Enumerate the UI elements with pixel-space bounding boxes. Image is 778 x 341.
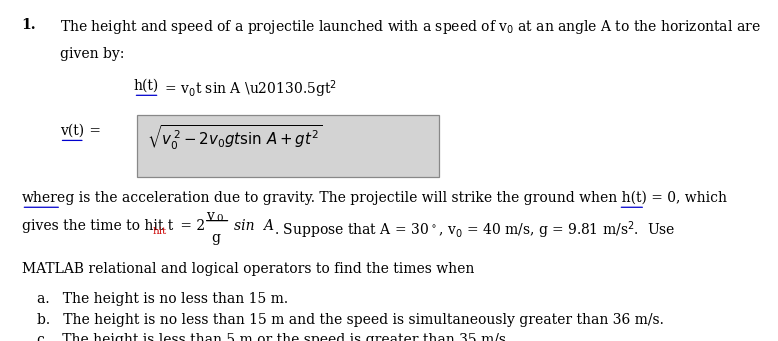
Text: g: g bbox=[212, 231, 220, 244]
Text: A: A bbox=[263, 219, 273, 233]
Text: sin: sin bbox=[234, 219, 259, 233]
Text: = 2: = 2 bbox=[177, 219, 205, 233]
Text: a.   The height is no less than 15 m.: a. The height is no less than 15 m. bbox=[37, 293, 288, 307]
Text: g is the acceleration due to gravity. The projectile will strike the ground when: g is the acceleration due to gravity. Th… bbox=[61, 191, 727, 205]
Text: $\sqrt{v_0^{\,2} - 2v_0 g t \sin\!\ A + g t^2}$: $\sqrt{v_0^{\,2} - 2v_0 g t \sin\!\ A + … bbox=[146, 124, 322, 152]
FancyBboxPatch shape bbox=[138, 115, 439, 177]
Text: v(t): v(t) bbox=[60, 124, 84, 138]
Text: . Suppose that A = 30$^\circ$, v$_0$ = 40 m/s, g = 9.81 m/s$^2$.  Use: . Suppose that A = 30$^\circ$, v$_0$ = 4… bbox=[274, 219, 675, 240]
Text: hit: hit bbox=[152, 227, 167, 236]
Text: h(t): h(t) bbox=[134, 79, 159, 93]
Text: MATLAB relational and logical operators to find the times when: MATLAB relational and logical operators … bbox=[22, 263, 474, 277]
Text: where: where bbox=[22, 191, 65, 205]
Text: v: v bbox=[206, 209, 214, 223]
Text: c.   The height is less than 5 m or the speed is greater than 35 m/s.: c. The height is less than 5 m or the sp… bbox=[37, 332, 510, 341]
Text: 1.: 1. bbox=[22, 18, 36, 32]
Text: b.   The height is no less than 15 m and the speed is simultaneously greater tha: b. The height is no less than 15 m and t… bbox=[37, 312, 664, 327]
Text: given by:: given by: bbox=[60, 47, 124, 61]
Text: = v$_0$t sin A \u20130.5gt$^2$: = v$_0$t sin A \u20130.5gt$^2$ bbox=[159, 79, 337, 100]
Text: The height and speed of a projectile launched with a speed of v$_0$ at an angle : The height and speed of a projectile lau… bbox=[60, 18, 760, 36]
Text: gives the time to hit t: gives the time to hit t bbox=[22, 219, 173, 233]
Text: =: = bbox=[85, 124, 105, 138]
Text: 0: 0 bbox=[216, 214, 223, 223]
